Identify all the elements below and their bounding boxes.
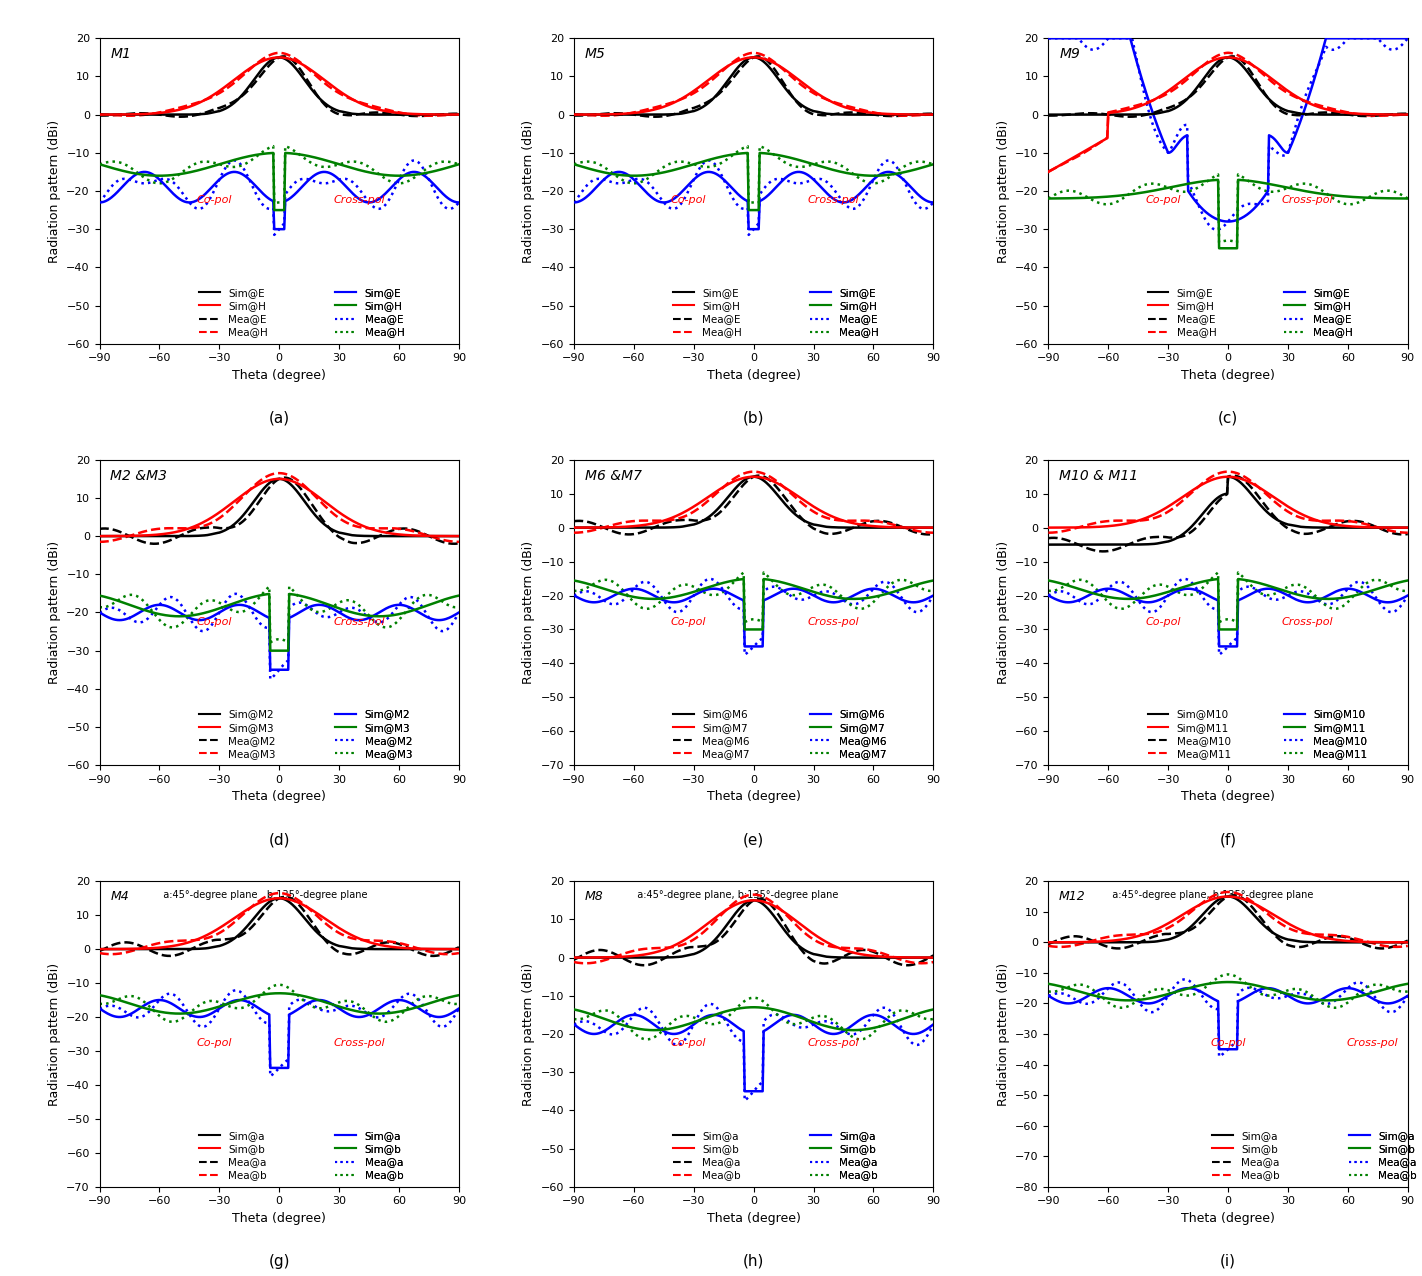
Legend: Sim@E, Sim@H, Mea@E, Mea@H: Sim@E, Sim@H, Mea@E, Mea@H [1280, 283, 1357, 342]
X-axis label: Theta (degree): Theta (degree) [707, 790, 801, 804]
Text: a:45°-degree plane   b:135°-degree plane: a:45°-degree plane b:135°-degree plane [156, 891, 367, 901]
Text: Cross-pol: Cross-pol [333, 1039, 385, 1048]
Text: M4: M4 [111, 891, 129, 903]
Text: M6 &M7: M6 &M7 [584, 470, 641, 482]
Text: (b): (b) [742, 411, 765, 426]
Text: Co-pol: Co-pol [1145, 616, 1180, 627]
Y-axis label: Radiation pattern (dBi): Radiation pattern (dBi) [48, 120, 61, 263]
Text: M5: M5 [584, 47, 606, 61]
Text: Co-pol: Co-pol [671, 616, 707, 627]
X-axis label: Theta (degree): Theta (degree) [232, 369, 326, 382]
Text: Cross-pol: Cross-pol [1347, 1039, 1398, 1048]
Y-axis label: Radiation pattern (dBi): Radiation pattern (dBi) [997, 962, 1010, 1105]
Text: Co-pol: Co-pol [1145, 195, 1180, 205]
Y-axis label: Radiation pattern (dBi): Radiation pattern (dBi) [522, 962, 535, 1105]
Text: Cross-pol: Cross-pol [808, 1039, 859, 1048]
Text: a:45°-degree plane, b:135°-degree plane: a:45°-degree plane, b:135°-degree plane [1106, 891, 1314, 901]
Legend: Sim@E, Sim@H, Mea@E, Mea@H: Sim@E, Sim@H, Mea@E, Mea@H [806, 283, 883, 342]
Legend: Sim@E, Sim@H, Mea@E, Mea@H: Sim@E, Sim@H, Mea@E, Mea@H [331, 283, 408, 342]
Text: (e): (e) [744, 832, 764, 847]
Text: (i): (i) [1220, 1254, 1236, 1268]
Text: (c): (c) [1219, 411, 1239, 426]
Text: Co-pol: Co-pol [671, 195, 707, 205]
Text: M10 & M11: M10 & M11 [1059, 470, 1138, 482]
Text: (g): (g) [269, 1254, 290, 1268]
Text: M1: M1 [111, 47, 131, 61]
Text: Cross-pol: Cross-pol [1283, 195, 1334, 205]
Text: M2 &M3: M2 &M3 [111, 470, 168, 482]
X-axis label: Theta (degree): Theta (degree) [232, 1212, 326, 1225]
Y-axis label: Radiation pattern (dBi): Radiation pattern (dBi) [522, 120, 535, 263]
Text: a:45°-degree plane, b:135°-degree plane: a:45°-degree plane, b:135°-degree plane [631, 891, 839, 901]
Legend: Sim@a, Sim@b, Mea@a, Mea@b: Sim@a, Sim@b, Mea@a, Mea@b [331, 1127, 407, 1184]
Text: (h): (h) [742, 1254, 765, 1268]
Legend: Sim@M10, Sim@M11, Mea@M10, Mea@M11: Sim@M10, Sim@M11, Mea@M10, Mea@M11 [1280, 706, 1372, 763]
Text: Cross-pol: Cross-pol [333, 616, 385, 627]
Text: Cross-pol: Cross-pol [808, 195, 859, 205]
Text: (d): (d) [269, 832, 290, 847]
Text: Cross-pol: Cross-pol [333, 195, 385, 205]
Legend: Sim@M2, Sim@M3, Mea@M2, Mea@M3: Sim@M2, Sim@M3, Mea@M2, Mea@M3 [331, 706, 417, 763]
Text: Co-pol: Co-pol [196, 1039, 232, 1048]
X-axis label: Theta (degree): Theta (degree) [1182, 369, 1276, 382]
Text: Co-pol: Co-pol [196, 616, 232, 627]
X-axis label: Theta (degree): Theta (degree) [707, 369, 801, 382]
Y-axis label: Radiation pattern (dBi): Radiation pattern (dBi) [522, 541, 535, 684]
Text: M9: M9 [1059, 47, 1081, 61]
Text: M12: M12 [1059, 891, 1086, 903]
X-axis label: Theta (degree): Theta (degree) [232, 790, 326, 804]
Y-axis label: Radiation pattern (dBi): Radiation pattern (dBi) [997, 120, 1010, 263]
Text: Cross-pol: Cross-pol [808, 616, 859, 627]
Y-axis label: Radiation pattern (dBi): Radiation pattern (dBi) [48, 962, 61, 1105]
X-axis label: Theta (degree): Theta (degree) [707, 1212, 801, 1225]
Text: Cross-pol: Cross-pol [1283, 616, 1334, 627]
Y-axis label: Radiation pattern (dBi): Radiation pattern (dBi) [997, 541, 1010, 684]
Text: Co-pol: Co-pol [671, 1039, 707, 1048]
X-axis label: Theta (degree): Theta (degree) [1182, 790, 1276, 804]
Text: M8: M8 [584, 891, 603, 903]
X-axis label: Theta (degree): Theta (degree) [1182, 1212, 1276, 1225]
Text: (a): (a) [269, 411, 290, 426]
Y-axis label: Radiation pattern (dBi): Radiation pattern (dBi) [48, 541, 61, 684]
Text: (f): (f) [1220, 832, 1237, 847]
Text: Co-pol: Co-pol [196, 195, 232, 205]
Legend: Sim@M6, Sim@M7, Mea@M6, Mea@M7: Sim@M6, Sim@M7, Mea@M6, Mea@M7 [806, 706, 890, 763]
Text: Co-pol: Co-pol [1210, 1039, 1246, 1048]
Legend: Sim@a, Sim@b, Mea@a, Mea@b: Sim@a, Sim@b, Mea@a, Mea@b [806, 1127, 882, 1184]
Legend: Sim@a, Sim@b, Mea@a, Mea@b: Sim@a, Sim@b, Mea@a, Mea@b [1345, 1127, 1421, 1184]
